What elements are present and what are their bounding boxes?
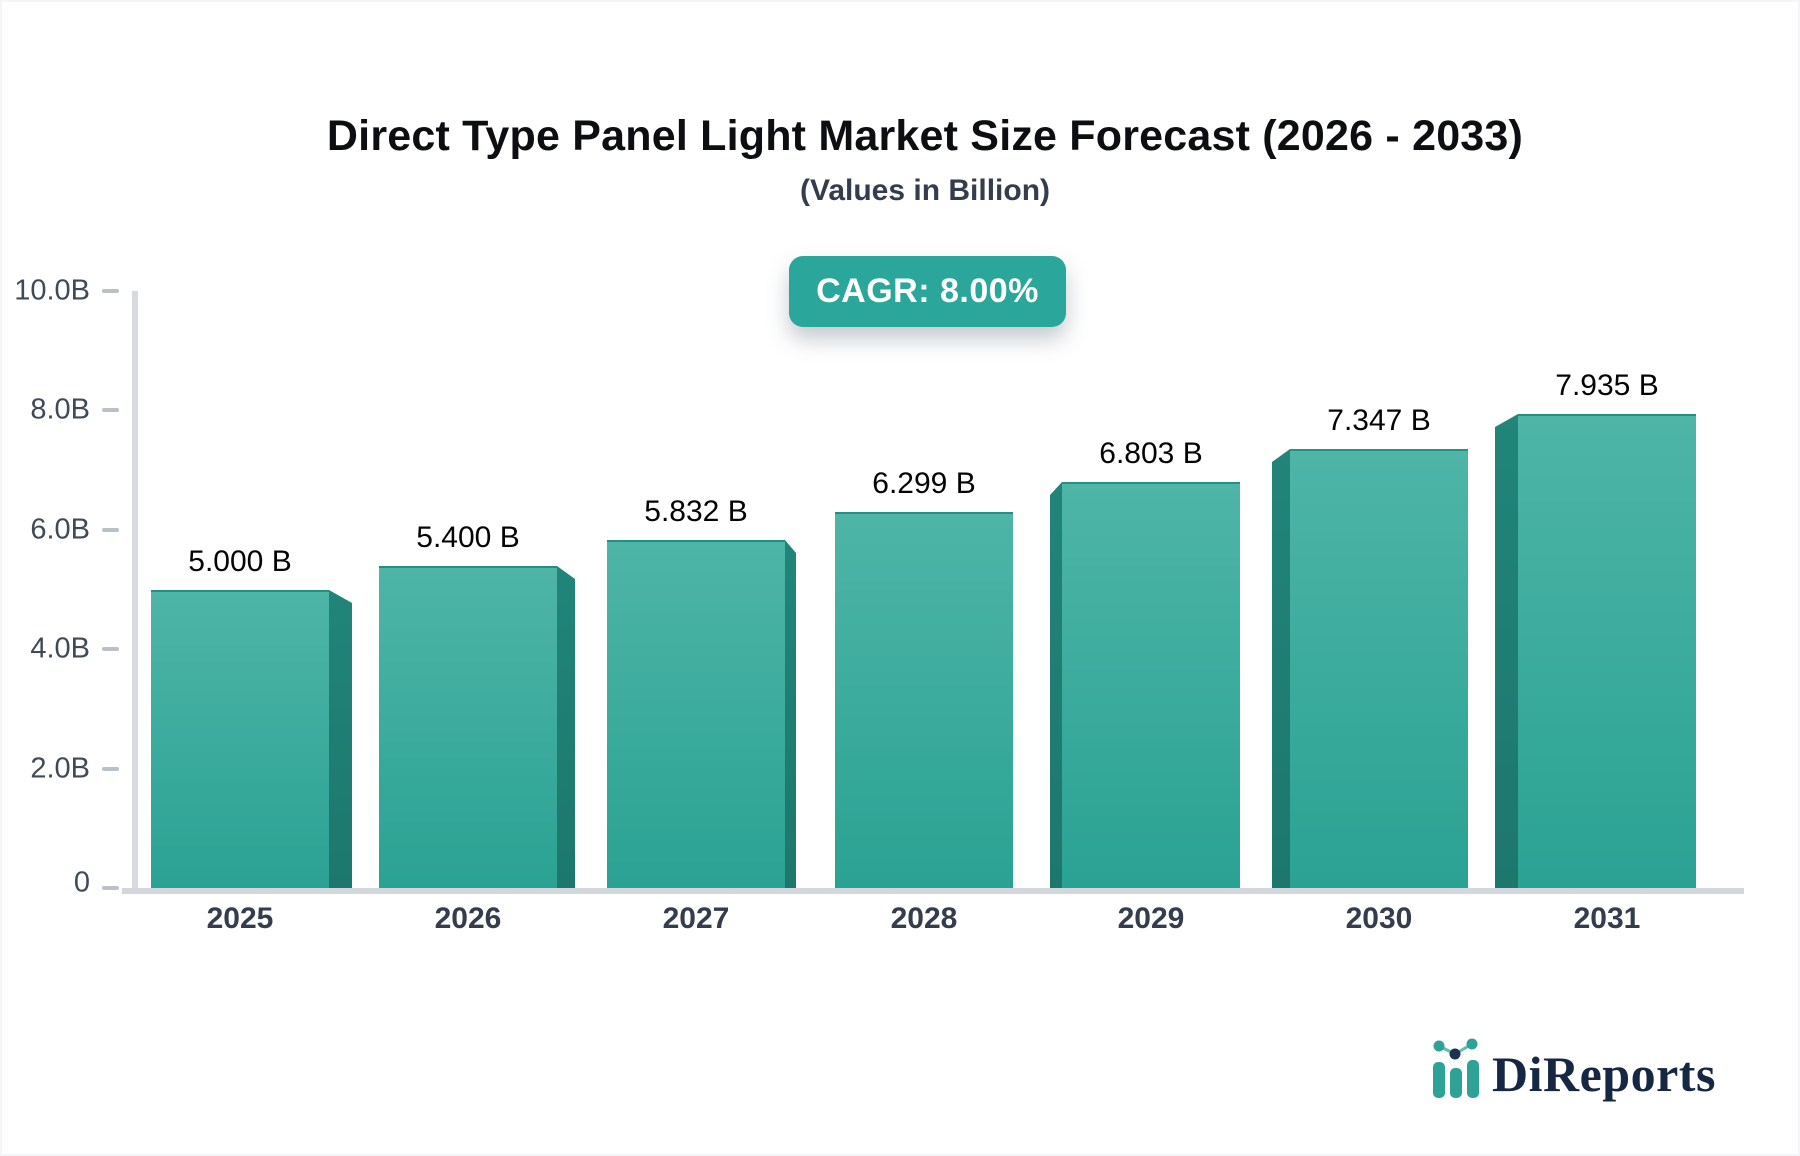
bar-2029: [1062, 482, 1240, 888]
y-axis-line: [132, 291, 138, 888]
x-axis-tick-label: 2031: [1573, 902, 1641, 935]
bar-value-label: 7.935 B: [1555, 369, 1659, 402]
y-axis-tick: [102, 886, 119, 890]
bar-value-label: 5.832 B: [644, 495, 748, 528]
y-axis-tick: [102, 766, 119, 771]
x-axis-tick-label: 2028: [890, 902, 958, 935]
y-axis-tick: [102, 527, 119, 532]
y-axis-tick-label: 4.0B: [30, 632, 90, 665]
y-axis-tick-label: 6.0B: [30, 513, 90, 546]
bar-3d-side: [557, 566, 575, 888]
bar-value-label: 5.000 B: [188, 545, 292, 578]
bar-value-label: 7.347 B: [1327, 404, 1431, 437]
chart-subtitle: (Values in Billion): [799, 174, 1051, 207]
y-axis-tick-label: 10.0B: [14, 274, 90, 307]
y-axis-tick-label: 0: [73, 866, 90, 899]
brand-logo: DiReports: [1430, 1036, 1716, 1098]
x-axis-tick-label: 2026: [434, 902, 502, 935]
bar-2026: [379, 566, 557, 888]
bar-3d-side: [785, 540, 796, 888]
bar-2030: [1290, 449, 1468, 888]
y-axis-tick: [102, 408, 119, 413]
bar-2027: [607, 540, 785, 888]
bar-3d-side: [329, 590, 352, 888]
y-axis-tick: [102, 289, 119, 293]
bar-3d-side: [1495, 414, 1518, 888]
x-axis-tick-label: 2030: [1345, 902, 1413, 935]
x-axis-tick-label: 2025: [206, 902, 274, 935]
x-axis-tick-label: 2027: [662, 902, 730, 935]
cagr-badge: CAGR: 8.00%: [789, 256, 1066, 327]
y-axis-tick-label: 8.0B: [30, 393, 90, 426]
bar-value-label: 6.803 B: [1099, 437, 1203, 470]
bar-2025: [151, 590, 329, 888]
y-axis-tick-label: 2.0B: [30, 752, 90, 785]
bar-3d-side: [1272, 449, 1290, 888]
bar-value-label: 6.299 B: [872, 467, 976, 500]
brand-chart-icon: [1433, 1038, 1479, 1098]
bar-value-label: 5.400 B: [416, 521, 520, 554]
bar-2031: [1518, 414, 1696, 888]
y-axis-tick: [102, 647, 119, 652]
bar-2028: [835, 512, 1013, 888]
brand-name: DiReports: [1492, 1045, 1716, 1102]
chart-title: Direct Type Panel Light Market Size Fore…: [326, 112, 1524, 160]
bar-3d-side: [1050, 482, 1062, 888]
x-axis-tick-label: 2029: [1117, 902, 1185, 935]
x-axis-baseline: [122, 888, 1744, 894]
